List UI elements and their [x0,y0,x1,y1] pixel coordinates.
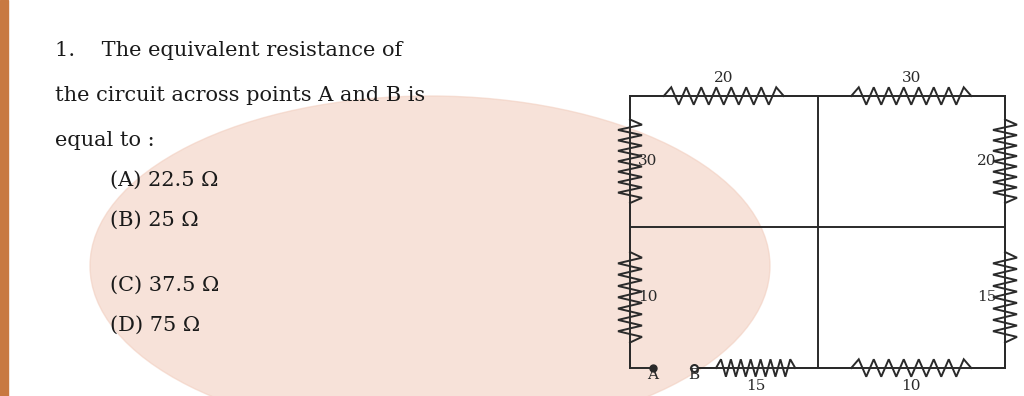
Text: 20: 20 [977,154,996,168]
Text: (A) 22.5 Ω: (A) 22.5 Ω [110,171,218,190]
Text: 10: 10 [901,379,921,393]
Text: 15: 15 [745,379,765,393]
Text: equal to :: equal to : [55,131,155,150]
Bar [0,0,8,396]
Text: A: A [647,368,658,382]
Text: 30: 30 [901,71,921,85]
Text: 30: 30 [638,154,657,168]
Ellipse shape [90,96,770,396]
Text: 10: 10 [638,290,657,304]
Text: the circuit across points A and B is: the circuit across points A and B is [55,86,425,105]
Text: (B) 25 Ω: (B) 25 Ω [110,211,199,230]
Text: (D) 75 Ω: (D) 75 Ω [110,316,200,335]
Text: 20: 20 [714,71,733,85]
Text: B: B [688,368,699,382]
Text: 1.    The equivalent resistance of: 1. The equivalent resistance of [55,41,402,60]
Text: (C) 37.5 Ω: (C) 37.5 Ω [110,276,219,295]
Text: 15: 15 [977,290,996,304]
